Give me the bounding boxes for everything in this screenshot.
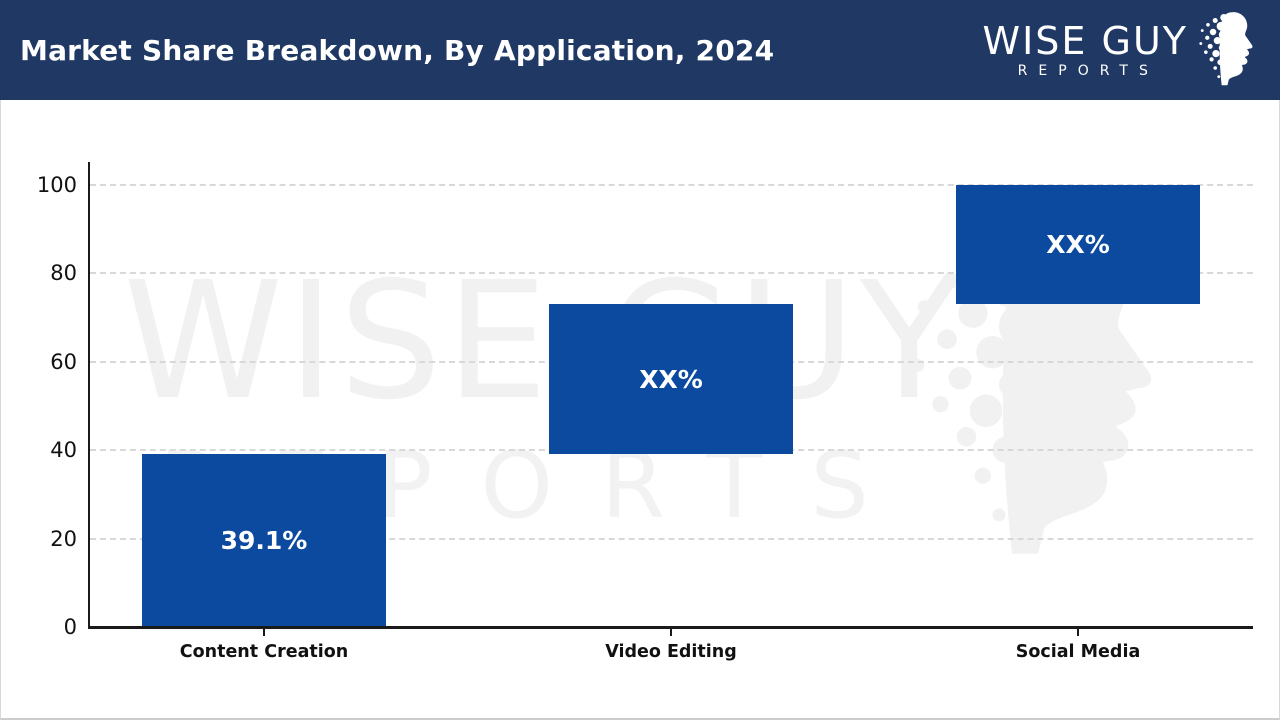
bar-value-label: XX%	[639, 364, 703, 394]
chart-area: WISE GUY REPORTS 0 20 40 60 80 100 39.1% Conten…	[0, 100, 1280, 720]
page-title: Market Share Breakdown, By Application, …	[20, 33, 775, 67]
y-tick-label-80: 80	[50, 261, 77, 286]
brand-text: WISE GUY REPORTS	[983, 22, 1188, 79]
gridline-80	[90, 272, 1253, 275]
brand-subtitle: REPORTS	[1017, 62, 1159, 79]
y-tick-label-40: 40	[50, 438, 77, 463]
bar-value-label: XX%	[1046, 229, 1110, 259]
header: Market Share Breakdown, By Application, …	[0, 0, 1280, 100]
y-axis-line	[88, 162, 90, 628]
x-axis-line	[88, 626, 1253, 629]
wiseguy-face-icon	[1190, 9, 1262, 91]
y-tick-label-100: 100	[36, 173, 77, 197]
x-category-label: Video Editing	[605, 642, 737, 662]
gridline-100	[90, 184, 1253, 186]
x-tick-mark	[263, 629, 265, 636]
gridline-20	[90, 537, 1253, 540]
bar-content-creation: 39.1%	[142, 454, 386, 627]
bar-social-media: XX%	[956, 185, 1200, 304]
bar-video-editing: XX%	[549, 303, 793, 455]
x-tick-mark	[1077, 629, 1079, 636]
x-category-label: Social Media	[1015, 642, 1141, 662]
y-tick-label-0: 0	[63, 615, 77, 639]
y-tick-label-20: 20	[50, 526, 77, 551]
x-tick-mark	[670, 629, 672, 636]
x-category-label: Content Creation	[179, 642, 349, 662]
brand-logo: WISE GUY REPORTS	[983, 9, 1262, 91]
y-tick-label-60: 60	[50, 349, 77, 374]
watermark-brand-text: WISE GUY	[123, 248, 963, 436]
brand-name: WISE GUY	[982, 18, 1188, 63]
bar-value-label: 39.1%	[220, 526, 308, 556]
